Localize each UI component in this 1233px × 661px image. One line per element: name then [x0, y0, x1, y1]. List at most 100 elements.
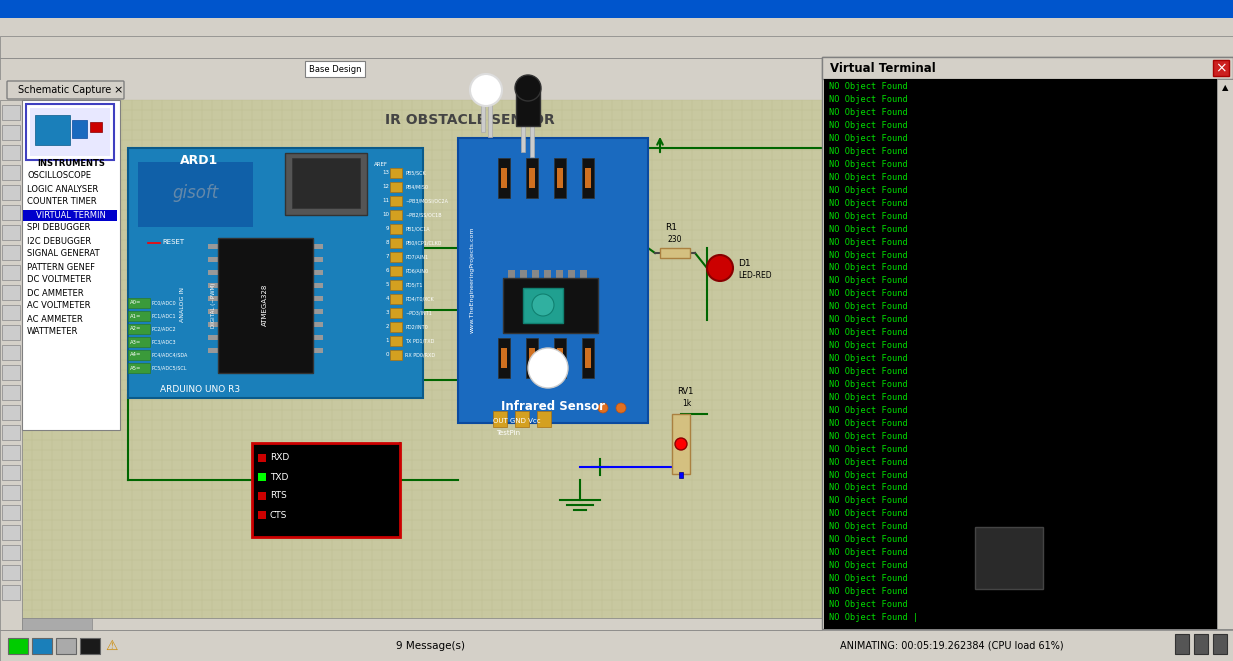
Bar — [523, 288, 563, 323]
Text: PB4/MIS0: PB4/MIS0 — [404, 184, 428, 190]
Bar — [390, 308, 402, 318]
Text: NO Object Found: NO Object Found — [829, 134, 907, 143]
Text: NO Object Found: NO Object Found — [829, 522, 907, 531]
Bar — [128, 148, 423, 398]
Text: NO Object Found: NO Object Found — [829, 432, 907, 441]
Text: PD7/AIN1: PD7/AIN1 — [404, 254, 428, 260]
Text: NO Object Found: NO Object Found — [829, 600, 907, 609]
Bar — [0, 80, 1233, 100]
Bar — [1217, 79, 1233, 629]
Text: PC3/ADC3: PC3/ADC3 — [152, 340, 176, 344]
Bar — [208, 270, 218, 275]
Text: Virtual Terminal: Virtual Terminal — [830, 61, 936, 75]
Text: TXD: TXD — [270, 473, 289, 481]
Bar — [580, 270, 587, 278]
Text: NO Object Found: NO Object Found — [829, 160, 907, 169]
Text: 3: 3 — [386, 311, 388, 315]
Bar — [822, 57, 1233, 79]
Text: COUNTER TIMER: COUNTER TIMER — [27, 198, 96, 206]
Text: NO Object Found: NO Object Found — [829, 199, 907, 208]
Bar — [218, 238, 313, 373]
Bar — [529, 348, 535, 368]
Text: INSTRUMENTS: INSTRUMENTS — [37, 159, 105, 167]
Bar — [208, 283, 218, 288]
Bar — [2, 165, 20, 180]
Bar — [128, 350, 150, 360]
Bar — [2, 245, 20, 260]
Text: ×: × — [1216, 61, 1227, 75]
Bar — [2, 465, 20, 480]
Text: 1k: 1k — [682, 399, 692, 408]
Text: OUT GND Vcc: OUT GND Vcc — [493, 418, 540, 424]
Text: TestPin: TestPin — [496, 430, 520, 436]
Text: A5=: A5= — [129, 366, 142, 371]
Text: PC0/ADC0: PC0/ADC0 — [152, 301, 176, 305]
Circle shape — [515, 75, 541, 101]
Text: ~PD3/INT1: ~PD3/INT1 — [404, 311, 432, 315]
Text: 2: 2 — [386, 325, 388, 329]
Text: 12: 12 — [382, 184, 388, 190]
Bar — [2, 305, 20, 320]
Text: ATMEGA328: ATMEGA328 — [261, 284, 268, 326]
Bar — [0, 18, 1233, 36]
Bar — [584, 168, 591, 188]
Bar — [2, 405, 20, 420]
Bar — [313, 257, 323, 262]
Bar — [390, 322, 402, 332]
Text: NO Object Found: NO Object Found — [829, 496, 907, 506]
Bar — [80, 638, 100, 654]
Text: AC AMMETER: AC AMMETER — [27, 315, 83, 323]
Text: D1: D1 — [739, 258, 751, 268]
Text: NO Object Found: NO Object Found — [829, 147, 907, 156]
Text: PC5/ADC5/SCL: PC5/ADC5/SCL — [152, 366, 187, 371]
Text: NO Object Found: NO Object Found — [829, 354, 907, 363]
Text: NO Object Found: NO Object Found — [829, 82, 907, 91]
Text: ARD1: ARD1 — [180, 153, 218, 167]
Bar — [0, 58, 1233, 80]
Bar — [2, 105, 20, 120]
Text: www.TheEngineeringProjects.com: www.TheEngineeringProjects.com — [470, 227, 475, 333]
Text: NO Object Found: NO Object Found — [829, 510, 907, 518]
Bar — [208, 309, 218, 314]
Bar — [557, 348, 563, 368]
Bar — [22, 618, 92, 630]
Bar — [824, 79, 1217, 629]
Circle shape — [531, 294, 554, 316]
Text: NO Object Found: NO Object Found — [829, 225, 907, 233]
Bar — [2, 345, 20, 360]
Bar — [2, 365, 20, 380]
Bar — [55, 638, 76, 654]
Bar — [481, 104, 485, 132]
Bar — [980, 603, 993, 615]
Bar — [1023, 603, 1036, 615]
Bar — [208, 244, 218, 249]
Text: NO Object Found: NO Object Found — [829, 457, 907, 467]
Bar — [556, 270, 563, 278]
Text: NO Object Found: NO Object Found — [829, 548, 907, 557]
Bar — [390, 350, 402, 360]
Bar — [554, 158, 566, 198]
Bar — [30, 108, 110, 156]
Bar — [2, 125, 20, 140]
Text: NO Object Found |: NO Object Found | — [829, 613, 919, 622]
Bar — [208, 322, 218, 327]
Bar — [32, 638, 52, 654]
Text: NO Object Found: NO Object Found — [829, 276, 907, 286]
Bar — [258, 492, 266, 500]
Bar — [2, 445, 20, 460]
Text: PC2/ADC2: PC2/ADC2 — [152, 327, 176, 332]
Bar — [390, 336, 402, 346]
Text: RX PD0/RXD: RX PD0/RXD — [404, 352, 435, 358]
Bar — [72, 120, 88, 138]
Text: NO Object Found: NO Object Found — [829, 173, 907, 182]
Text: NO Object Found: NO Object Found — [829, 121, 907, 130]
Bar — [1002, 603, 1014, 615]
Bar — [390, 196, 402, 206]
Text: 230: 230 — [668, 235, 683, 245]
Bar — [529, 168, 535, 188]
Text: R1: R1 — [665, 223, 677, 233]
Text: Schematic Capture: Schematic Capture — [18, 85, 111, 95]
Bar — [522, 124, 525, 152]
Text: ANIMATING: 00:05:19.262384 (CPU load 61%): ANIMATING: 00:05:19.262384 (CPU load 61%… — [840, 641, 1064, 651]
Text: AC VOLTMETER: AC VOLTMETER — [27, 301, 90, 311]
